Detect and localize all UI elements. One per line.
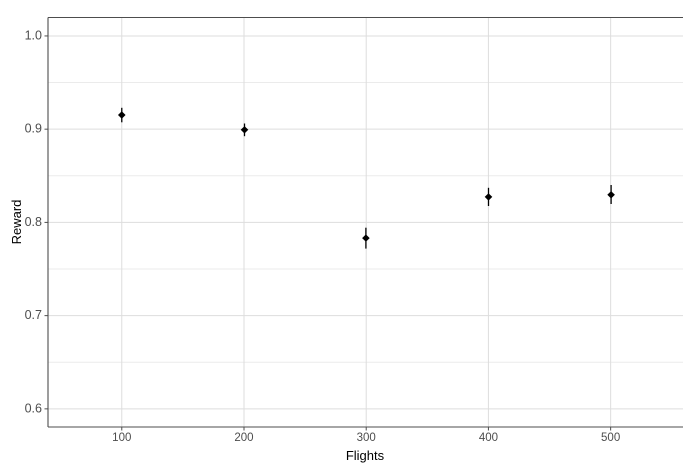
svg-text:500: 500 <box>601 432 620 444</box>
svg-text:Flights: Flights <box>346 448 385 463</box>
svg-text:300: 300 <box>357 432 376 444</box>
svg-text:0.7: 0.7 <box>25 308 42 322</box>
svg-text:100: 100 <box>112 432 131 444</box>
svg-text:400: 400 <box>479 432 498 444</box>
svg-text:0.8: 0.8 <box>25 215 42 229</box>
svg-text:Reward: Reward <box>9 200 24 245</box>
svg-text:0.9: 0.9 <box>25 122 42 136</box>
svg-text:0.6: 0.6 <box>25 401 42 415</box>
svg-text:200: 200 <box>234 432 253 444</box>
svg-text:1.0: 1.0 <box>25 29 42 43</box>
